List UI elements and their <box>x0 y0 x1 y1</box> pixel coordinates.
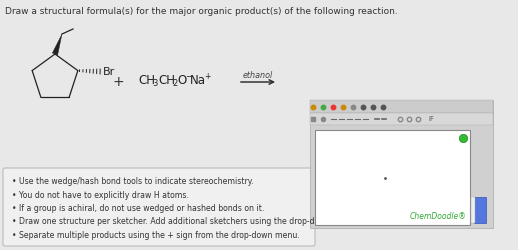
Text: −: − <box>185 72 191 81</box>
Text: Br: Br <box>103 66 115 76</box>
Text: ethanol: ethanol <box>243 72 273 80</box>
Text: O: O <box>177 74 186 86</box>
Text: • If a group is achiral, do not use wedged or hashed bonds on it.: • If a group is achiral, do not use wedg… <box>12 204 264 213</box>
FancyBboxPatch shape <box>310 113 493 125</box>
Text: • You do not have to explicitly draw H atoms.: • You do not have to explicitly draw H a… <box>12 190 189 200</box>
FancyBboxPatch shape <box>315 130 470 225</box>
Text: IF: IF <box>428 116 434 122</box>
Text: • Draw one structure per sketcher. Add additional sketchers using the drop-down : • Draw one structure per sketcher. Add a… <box>12 218 462 226</box>
Text: Draw a structural formula(s) for the major organic product(s) of the following r: Draw a structural formula(s) for the maj… <box>5 7 398 16</box>
Text: +: + <box>204 72 210 81</box>
FancyBboxPatch shape <box>310 100 493 228</box>
FancyBboxPatch shape <box>471 197 475 223</box>
Text: +: + <box>112 75 124 89</box>
Text: CH: CH <box>158 74 175 86</box>
Text: 3: 3 <box>152 79 157 88</box>
Text: Na: Na <box>190 74 206 86</box>
Text: 2: 2 <box>172 79 177 88</box>
FancyBboxPatch shape <box>474 197 486 223</box>
Polygon shape <box>52 34 62 55</box>
FancyBboxPatch shape <box>310 100 493 113</box>
Text: ChemDoodle®: ChemDoodle® <box>410 212 467 221</box>
Text: • Use the wedge/hash bond tools to indicate stereochemistry.: • Use the wedge/hash bond tools to indic… <box>12 177 254 186</box>
Text: • Separate multiple products using the + sign from the drop-down menu.: • Separate multiple products using the +… <box>12 231 300 240</box>
FancyBboxPatch shape <box>3 168 315 246</box>
Text: CH: CH <box>138 74 155 86</box>
